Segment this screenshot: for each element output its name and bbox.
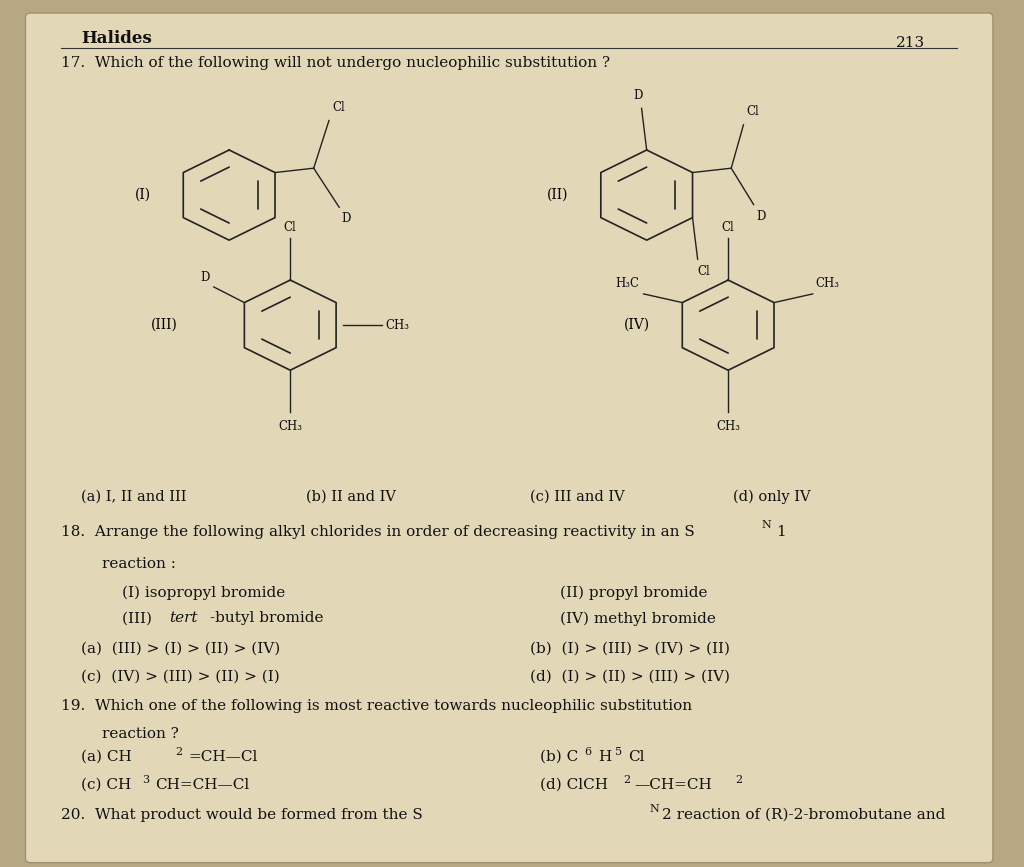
Text: (a) I, II and III: (a) I, II and III bbox=[82, 490, 187, 504]
Text: CH₃: CH₃ bbox=[385, 319, 409, 331]
Text: (a)  (III) > (I) > (II) > (IV): (a) (III) > (I) > (II) > (IV) bbox=[82, 642, 281, 655]
Text: 20.  What product would be formed from the S: 20. What product would be formed from th… bbox=[61, 808, 423, 822]
Text: reaction ?: reaction ? bbox=[101, 727, 179, 740]
Text: N: N bbox=[762, 520, 771, 531]
Text: reaction :: reaction : bbox=[101, 557, 176, 571]
Text: -butyl bromide: -butyl bromide bbox=[210, 611, 324, 625]
Text: (II): (II) bbox=[547, 188, 568, 202]
Text: (III): (III) bbox=[122, 611, 157, 625]
Text: 3: 3 bbox=[142, 775, 150, 786]
Text: H: H bbox=[598, 750, 611, 764]
Text: Cl: Cl bbox=[746, 105, 759, 118]
Text: (a) CH: (a) CH bbox=[82, 750, 132, 764]
Text: 2: 2 bbox=[175, 747, 182, 758]
Text: (d)  (I) > (II) > (III) > (IV): (d) (I) > (II) > (III) > (IV) bbox=[529, 669, 729, 683]
Text: (c) CH: (c) CH bbox=[82, 778, 132, 792]
Text: 17.  Which of the following will not undergo nucleophilic substitution ?: 17. Which of the following will not unde… bbox=[61, 56, 610, 70]
Text: (d) only IV: (d) only IV bbox=[733, 490, 811, 505]
Text: 5: 5 bbox=[615, 747, 623, 758]
Text: CH₃: CH₃ bbox=[816, 277, 840, 290]
Text: 2: 2 bbox=[735, 775, 742, 786]
Text: Cl: Cl bbox=[332, 101, 345, 114]
Text: 19.  Which one of the following is most reactive towards nucleophilic substituti: 19. Which one of the following is most r… bbox=[61, 699, 692, 713]
Text: (c) III and IV: (c) III and IV bbox=[529, 490, 625, 504]
Text: H₃C: H₃C bbox=[615, 277, 640, 290]
Text: —CH=CH: —CH=CH bbox=[635, 778, 713, 792]
Text: (c)  (IV) > (III) > (II) > (I): (c) (IV) > (III) > (II) > (I) bbox=[82, 669, 281, 683]
Text: 2: 2 bbox=[624, 775, 631, 786]
Text: 213: 213 bbox=[896, 36, 926, 50]
Text: (I): (I) bbox=[134, 188, 151, 202]
Text: D: D bbox=[201, 271, 210, 284]
Text: Cl: Cl bbox=[697, 265, 711, 278]
Text: Cl: Cl bbox=[629, 750, 645, 764]
Text: Cl: Cl bbox=[284, 221, 297, 234]
Text: D: D bbox=[341, 212, 350, 225]
Text: (b)  (I) > (III) > (IV) > (II): (b) (I) > (III) > (IV) > (II) bbox=[529, 642, 729, 655]
Text: CH₃: CH₃ bbox=[279, 420, 302, 434]
Text: (IV) methyl bromide: (IV) methyl bromide bbox=[560, 611, 716, 626]
Text: 1: 1 bbox=[776, 525, 785, 538]
Text: (b) C: (b) C bbox=[540, 750, 578, 764]
Text: Halides: Halides bbox=[82, 30, 153, 48]
FancyBboxPatch shape bbox=[26, 13, 993, 863]
Text: 6: 6 bbox=[585, 747, 592, 758]
Text: CH₃: CH₃ bbox=[716, 420, 740, 434]
Text: (I) isopropyl bromide: (I) isopropyl bromide bbox=[122, 585, 286, 600]
Text: D: D bbox=[634, 89, 643, 102]
Text: =CH—Cl: =CH—Cl bbox=[188, 750, 258, 764]
Text: (b) II and IV: (b) II and IV bbox=[305, 490, 395, 504]
Text: N: N bbox=[650, 804, 659, 814]
Text: tert: tert bbox=[169, 611, 198, 625]
Text: CH=CH—Cl: CH=CH—Cl bbox=[155, 778, 249, 792]
Text: (d) ClCH: (d) ClCH bbox=[540, 778, 608, 792]
Text: 2 reaction of (R)-2-bromobutane and: 2 reaction of (R)-2-bromobutane and bbox=[662, 808, 945, 822]
Text: D: D bbox=[757, 210, 766, 223]
Text: (III): (III) bbox=[152, 318, 178, 332]
Text: Cl: Cl bbox=[722, 221, 734, 234]
Text: (IV): (IV) bbox=[624, 318, 650, 332]
Text: (II) propyl bromide: (II) propyl bromide bbox=[560, 585, 708, 600]
Text: 18.  Arrange the following alkyl chlorides in order of decreasing reactivity in : 18. Arrange the following alkyl chloride… bbox=[61, 525, 695, 538]
